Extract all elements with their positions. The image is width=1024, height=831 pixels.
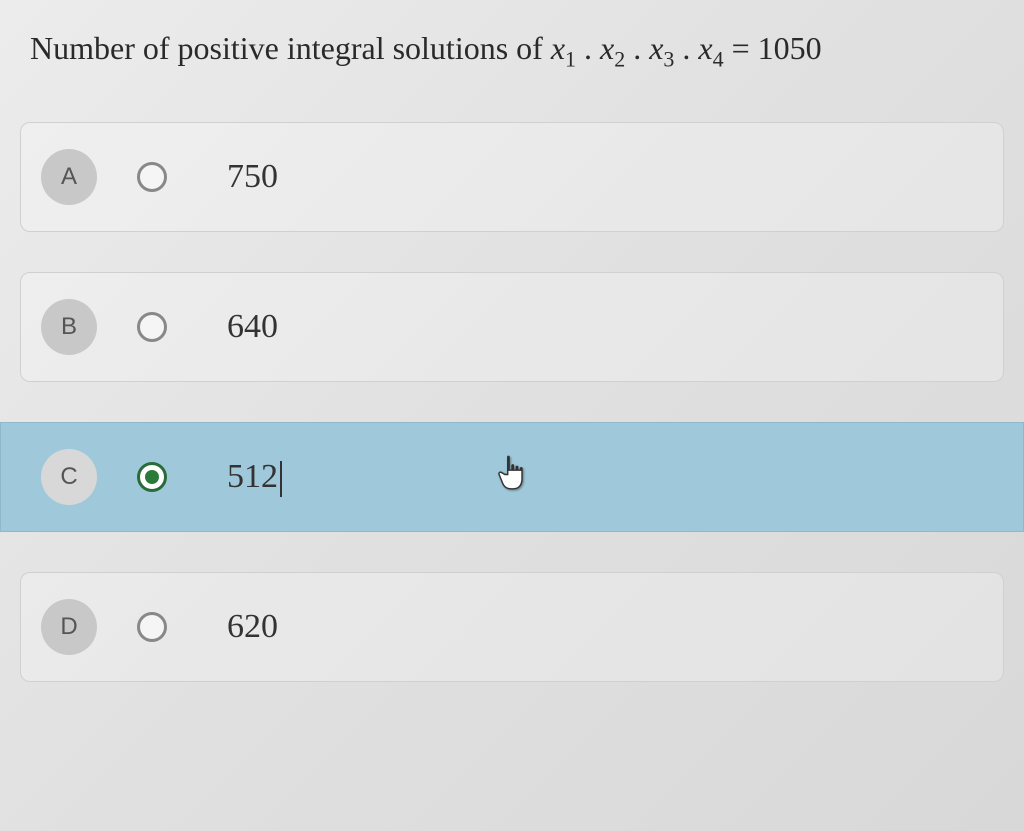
option-value: 512 xyxy=(227,458,282,497)
radio-inner xyxy=(145,320,159,334)
text-caret xyxy=(280,461,282,497)
question-text: Number of positive integral solutions of… xyxy=(20,30,1004,72)
option-b[interactable]: B 640 xyxy=(20,272,1004,382)
question-expression: x1 . x2 . x3 . x4 = 1050 xyxy=(551,30,822,66)
option-d[interactable]: D 620 xyxy=(20,572,1004,682)
radio-inner xyxy=(145,470,159,484)
option-letter-badge: C xyxy=(41,449,97,505)
option-value-text: 512 xyxy=(227,458,278,495)
option-value: 750 xyxy=(227,158,278,196)
option-value: 640 xyxy=(227,308,278,346)
option-c[interactable]: C 512 xyxy=(0,422,1024,532)
option-letter-badge: B xyxy=(41,299,97,355)
radio-button[interactable] xyxy=(137,312,167,342)
radio-inner xyxy=(145,620,159,634)
option-value: 620 xyxy=(227,608,278,646)
radio-button[interactable] xyxy=(137,612,167,642)
option-letter-badge: A xyxy=(41,149,97,205)
options-list: A 750 B 640 C 512 xyxy=(20,122,1004,682)
radio-inner xyxy=(145,170,159,184)
option-a[interactable]: A 750 xyxy=(20,122,1004,232)
quiz-page: Number of positive integral solutions of… xyxy=(0,0,1024,831)
hand-cursor-icon xyxy=(494,455,530,500)
radio-button[interactable] xyxy=(137,162,167,192)
radio-button[interactable] xyxy=(137,462,167,492)
option-letter-badge: D xyxy=(41,599,97,655)
question-prefix: Number of positive integral solutions of xyxy=(30,30,551,66)
